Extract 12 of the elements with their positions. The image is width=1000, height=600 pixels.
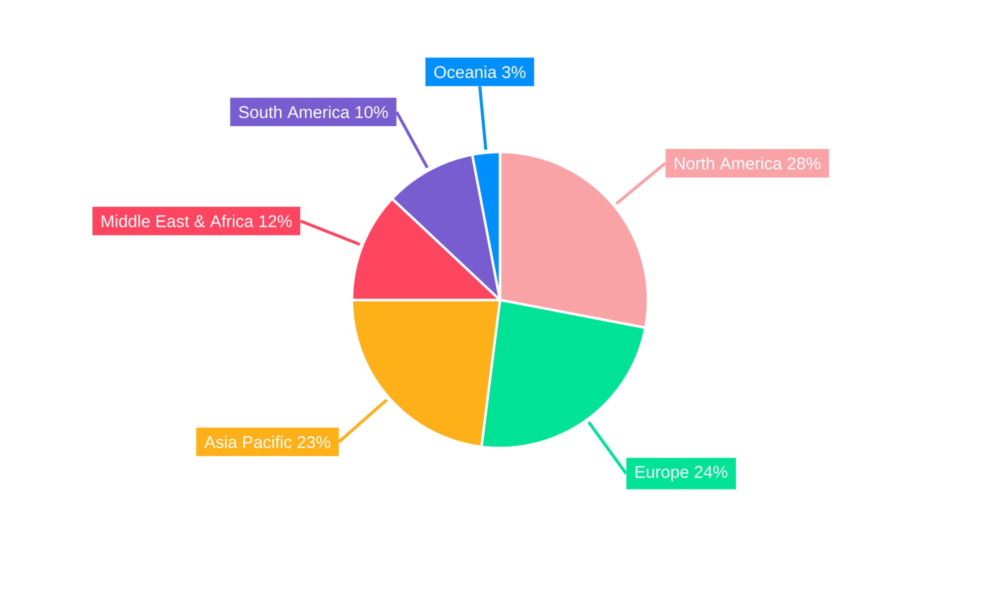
data-label: 28% <box>788 157 820 170</box>
slice-label: Asia Pacific <box>204 436 292 448</box>
data-label: 3% <box>502 66 526 78</box>
data-label: 12% <box>260 215 292 228</box>
slice-label: South America <box>238 106 350 118</box>
slice-label: Middle East & Africa <box>102 214 254 228</box>
slice-label: North America <box>674 156 782 170</box>
data-label: 23% <box>298 436 330 448</box>
slice-label: Europe <box>636 466 688 482</box>
data-label: 24% <box>694 466 728 478</box>
slice-label: Oceania <box>434 66 497 78</box>
data-label: 10% <box>356 106 388 118</box>
